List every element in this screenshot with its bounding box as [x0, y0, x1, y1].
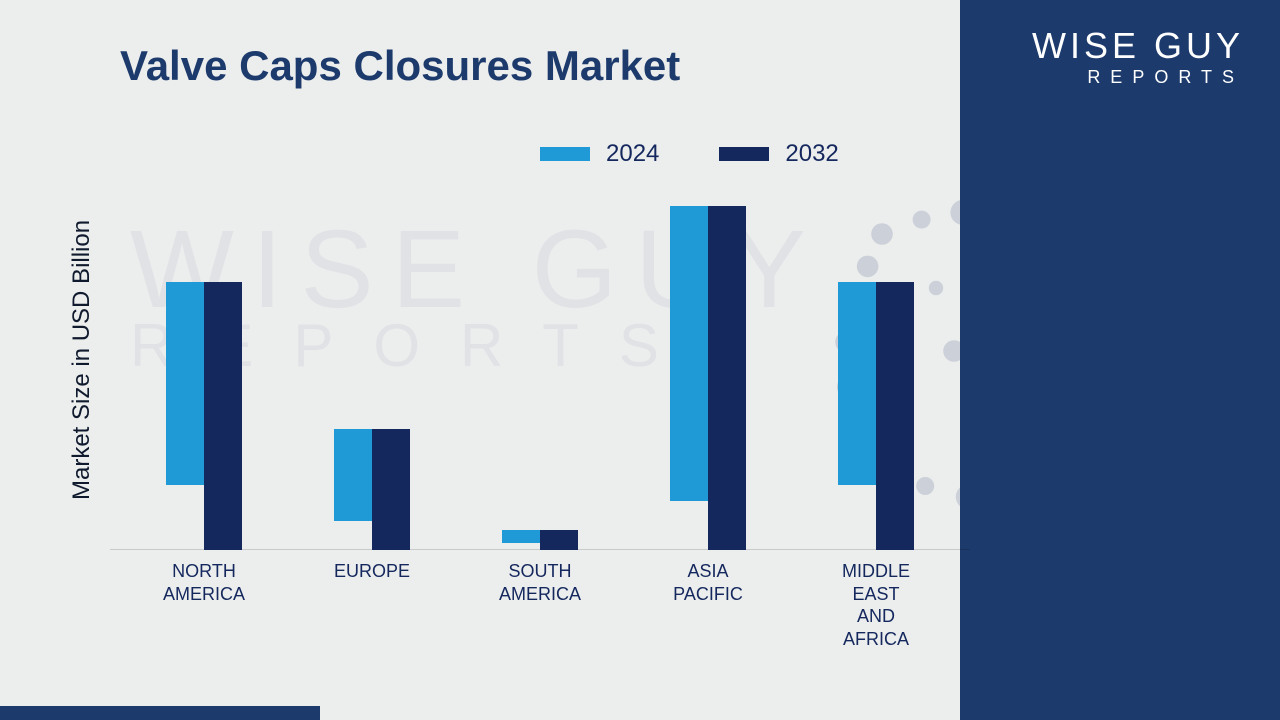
bar	[204, 282, 242, 550]
legend-swatch-2032	[719, 147, 769, 161]
bar	[670, 206, 708, 501]
category-label: EUROPE	[334, 560, 410, 583]
plot-area: 0.62NORTH AMERICAEUROPESOUTH AMERICAASIA…	[110, 190, 970, 550]
bar	[838, 282, 876, 485]
bar-group: NORTH AMERICA	[144, 282, 264, 550]
category-label: MIDDLE EAST AND AFRICA	[842, 560, 910, 650]
legend-swatch-2024	[540, 147, 590, 161]
legend-item-2032: 2032	[719, 140, 838, 168]
chart-canvas: WISE GUY REPORTS WISE GUY REPORTS Valve …	[0, 0, 1280, 720]
chart-title: Valve Caps Closures Market	[120, 42, 680, 90]
bar	[502, 530, 540, 543]
bar-group: MIDDLE EAST AND AFRICA	[816, 282, 936, 550]
bar-group: ASIA PACIFIC	[648, 206, 768, 550]
category-label: ASIA PACIFIC	[673, 560, 743, 605]
bar	[540, 530, 578, 550]
legend-label-2024: 2024	[606, 140, 659, 168]
brand-logo-line1: WISE GUY	[1032, 28, 1244, 64]
bar	[708, 206, 746, 550]
bar	[166, 282, 204, 485]
bar-group: SOUTH AMERICA	[480, 530, 600, 550]
bar-group: EUROPE	[312, 429, 432, 550]
brand-logo-line2: REPORTS	[1032, 68, 1244, 86]
legend: 2024 2032	[540, 140, 839, 168]
bar	[372, 429, 410, 550]
legend-item-2024: 2024	[540, 140, 659, 168]
bar	[334, 429, 372, 521]
category-label: NORTH AMERICA	[163, 560, 245, 605]
y-axis-label: Market Size in USD Billion	[68, 220, 96, 500]
bottom-accent-bar	[0, 706, 320, 720]
brand-logo: WISE GUY REPORTS	[1032, 28, 1244, 86]
bar	[876, 282, 914, 550]
category-label: SOUTH AMERICA	[499, 560, 581, 605]
legend-label-2032: 2032	[785, 140, 838, 168]
brand-panel: WISE GUY REPORTS	[960, 0, 1280, 720]
